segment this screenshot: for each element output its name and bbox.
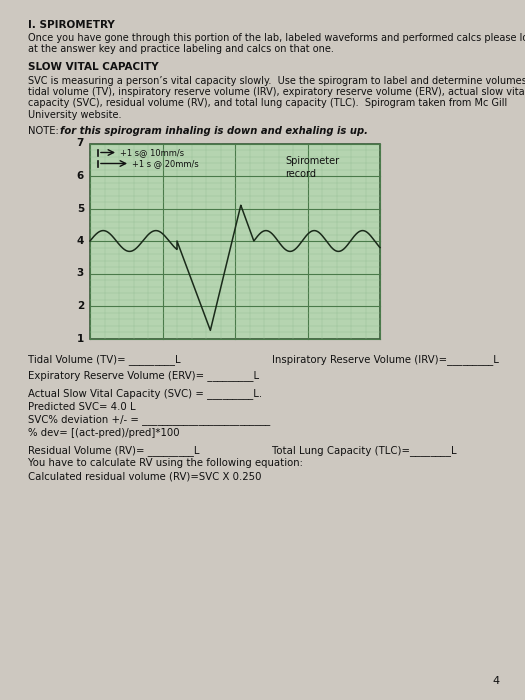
Text: 6: 6 (77, 171, 84, 181)
Text: Actual Slow Vital Capacity (SVC) = _________L.: Actual Slow Vital Capacity (SVC) = _____… (28, 389, 262, 400)
Text: at the answer key and practice labeling and calcs on that one.: at the answer key and practice labeling … (28, 45, 334, 55)
Text: capacity (SVC), residual volume (RV), and total lung capacity (TLC).  Spirogram : capacity (SVC), residual volume (RV), an… (28, 99, 507, 108)
Text: +1 s@ 10mm/s: +1 s@ 10mm/s (120, 148, 184, 157)
Text: SVC is measuring a person’s vital capacity slowly.  Use the spirogram to label a: SVC is measuring a person’s vital capaci… (28, 76, 525, 85)
Text: 4: 4 (493, 676, 500, 686)
Text: Expiratory Reserve Volume (ERV)= _________L: Expiratory Reserve Volume (ERV)= _______… (28, 370, 259, 382)
Text: Calculated residual volume (RV)=SVC X 0.250: Calculated residual volume (RV)=SVC X 0.… (28, 472, 261, 482)
Bar (90, 144, 380, 339)
Text: 4: 4 (77, 236, 84, 246)
Text: Once you have gone through this portion of the lab, labeled waveforms and perfor: Once you have gone through this portion … (28, 33, 525, 43)
Text: You have to calculate RV using the following equation:: You have to calculate RV using the follo… (28, 458, 303, 468)
Text: NOTE:: NOTE: (28, 125, 62, 136)
Text: SLOW VITAL CAPACITY: SLOW VITAL CAPACITY (28, 62, 159, 73)
Text: Spirometer
record: Spirometer record (285, 155, 339, 178)
Text: Residual Volume (RV)= _________L: Residual Volume (RV)= _________L (28, 445, 200, 456)
Text: 7: 7 (77, 139, 84, 148)
Text: I. SPIROMETRY: I. SPIROMETRY (28, 20, 115, 30)
Text: 3: 3 (77, 269, 84, 279)
Text: 2: 2 (77, 301, 84, 311)
Text: SVC% deviation +/- = _________________________: SVC% deviation +/- = ___________________… (28, 414, 270, 426)
Text: Predicted SVC= 4.0 L: Predicted SVC= 4.0 L (28, 402, 135, 412)
Text: University website.: University website. (28, 110, 121, 120)
Text: tidal volume (TV), inspiratory reserve volume (IRV), expiratory reserve volume (: tidal volume (TV), inspiratory reserve v… (28, 87, 525, 97)
Text: Inspiratory Reserve Volume (IRV)=_________L: Inspiratory Reserve Volume (IRV)=_______… (272, 354, 499, 365)
Text: Total Lung Capacity (TLC)=________L: Total Lung Capacity (TLC)=________L (272, 445, 457, 456)
Text: Tidal Volume (TV)= _________L: Tidal Volume (TV)= _________L (28, 354, 181, 365)
Text: % dev= [(act-pred)/pred]*100: % dev= [(act-pred)/pred]*100 (28, 428, 180, 438)
Text: 5: 5 (77, 204, 84, 214)
Text: for this spirogram inhaling is down and exhaling is up.: for this spirogram inhaling is down and … (60, 125, 368, 136)
Text: 1: 1 (77, 333, 84, 344)
Text: +1 s @ 20mm/s: +1 s @ 20mm/s (132, 159, 199, 168)
